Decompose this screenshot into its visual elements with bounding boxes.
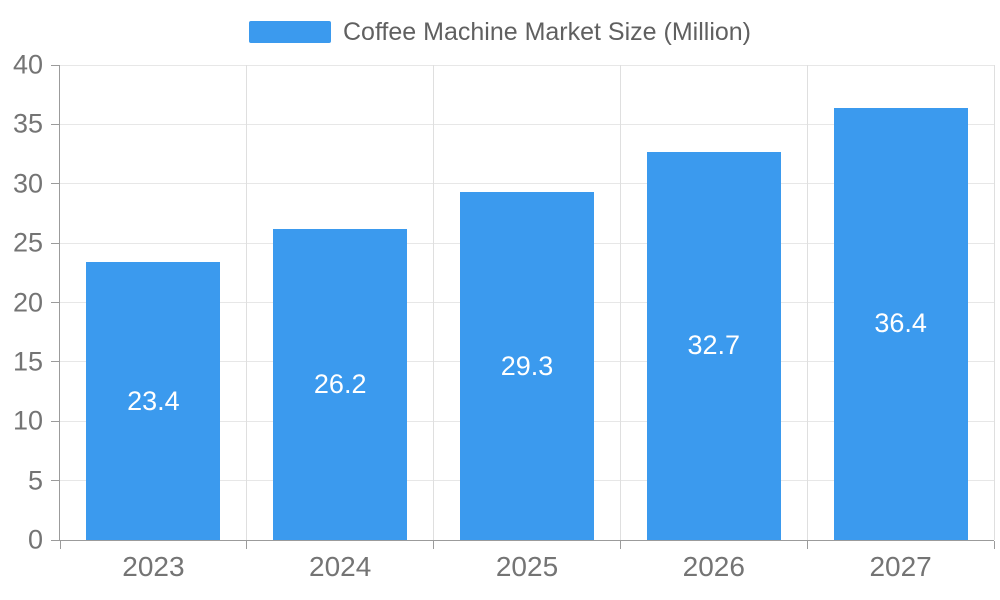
y-axis-tick bbox=[51, 242, 59, 244]
y-axis-tick bbox=[51, 64, 59, 66]
x-axis-label-2025: 2025 bbox=[495, 551, 559, 582]
bar-value-label: 26.2 bbox=[313, 368, 367, 399]
x-axis-label-2026: 2026 bbox=[682, 551, 745, 582]
x-axis-label-2024: 2024 bbox=[309, 551, 372, 582]
y-axis-tick-label: 25 bbox=[12, 227, 43, 258]
bar-2025: 29.3 bbox=[460, 192, 594, 540]
x-axis-tick bbox=[59, 541, 61, 549]
x-axis-tick bbox=[993, 541, 995, 549]
y-axis-tick-label: 40 bbox=[12, 49, 43, 80]
y-axis-tick-label: 15 bbox=[12, 346, 43, 377]
x-gridline bbox=[993, 65, 995, 540]
x-axis-tick bbox=[806, 541, 808, 549]
y-axis-tick-label: 20 bbox=[12, 287, 43, 317]
x-gridline bbox=[806, 65, 808, 540]
x-axis-label-2023: 2023 bbox=[122, 551, 185, 582]
x-gridline bbox=[619, 65, 621, 540]
y-axis-tick-label: 35 bbox=[12, 108, 43, 139]
x-gridline bbox=[433, 65, 435, 540]
y-axis-tick bbox=[51, 539, 59, 541]
bar-2024: 26.2 bbox=[273, 228, 408, 540]
y-gridline bbox=[60, 123, 994, 125]
plot-area: 0 5 10 15 20 25 30 35 40 23.4 2023 26.2 2024 29.3 2025… bbox=[13, 51, 995, 581]
y-axis-tick-label: 0 bbox=[27, 524, 43, 555]
bar-2027: 36.4 bbox=[833, 107, 968, 540]
x-axis-tick bbox=[619, 541, 621, 549]
y-axis-tick bbox=[51, 361, 59, 363]
x-axis-tick bbox=[246, 541, 248, 549]
bar-value-label: 36.4 bbox=[874, 308, 927, 339]
bar-value-label: 29.3 bbox=[500, 350, 554, 381]
legend-item[interactable]: Coffee Machine Market Size (Million) bbox=[0, 16, 1000, 48]
x-gridline bbox=[246, 65, 248, 540]
y-axis-tick bbox=[51, 420, 59, 422]
bar-value-label: 32.7 bbox=[687, 330, 741, 361]
y-axis-tick bbox=[51, 123, 59, 125]
y-axis-tick-label: 5 bbox=[27, 465, 43, 496]
y-gridline bbox=[60, 183, 994, 185]
y-axis-tick bbox=[51, 183, 59, 185]
bar-2023: 23.4 bbox=[86, 262, 221, 540]
x-axis-label-2027: 2027 bbox=[869, 551, 932, 582]
bar-value-label: 23.4 bbox=[127, 385, 180, 416]
legend-swatch bbox=[248, 21, 331, 43]
x-axis-tick bbox=[433, 541, 435, 549]
y-axis-tick bbox=[51, 480, 59, 482]
bar-2026: 32.7 bbox=[646, 151, 781, 540]
legend-label: Coffee Machine Market Size (Million) bbox=[342, 17, 752, 46]
y-axis-tick-label: 10 bbox=[12, 405, 43, 436]
y-axis-tick bbox=[51, 302, 59, 303]
y-axis-tick-label: 30 bbox=[12, 168, 43, 199]
y-gridline bbox=[60, 64, 994, 66]
